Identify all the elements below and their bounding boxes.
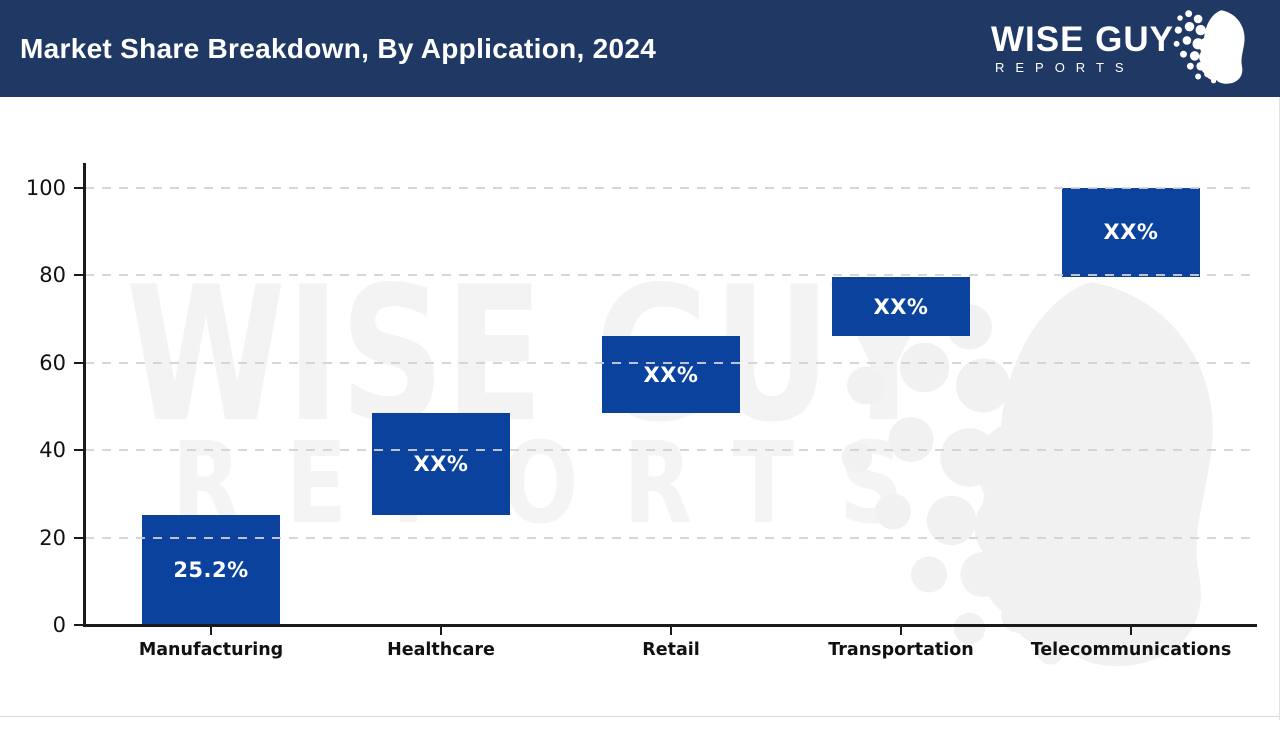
bar-value-label-transportation: XX% (873, 294, 929, 319)
category-label-telecommunications: Telecommunications (1030, 640, 1232, 660)
watermark-subtext: REPORTS (172, 419, 949, 549)
bar-retail: XX% (602, 335, 740, 414)
y-tick-label-20: 20 (39, 525, 66, 550)
gridline-20 (85, 536, 1257, 539)
category-label-manufacturing: Manufacturing (138, 640, 284, 660)
y-tick-label-0: 0 (52, 613, 66, 637)
y-tick-0 (74, 624, 83, 626)
bar-manufacturing: 25.2% (142, 514, 280, 625)
bar-value-label-telecommunications: XX% (1103, 220, 1159, 245)
y-axis-line (83, 163, 86, 626)
gridline-40 (85, 449, 1257, 451)
x-axis-line (83, 624, 1257, 627)
gridline-100 (85, 186, 1257, 189)
y-tick-label-100: 100 (25, 175, 66, 200)
logo-face-icon (1168, 6, 1254, 92)
y-tick-100 (74, 186, 83, 189)
y-tick-label-60: 60 (39, 350, 66, 375)
category-label-healthcare: Healthcare (387, 640, 495, 660)
x-tick-transportation (900, 627, 902, 635)
y-tick-40 (74, 449, 83, 451)
chart-title: Market Share Breakdown, By Application, … (20, 32, 657, 64)
y-tick-label-40: 40 (39, 438, 66, 462)
bar-transportation: XX% (832, 277, 970, 336)
y-tick-20 (74, 536, 83, 539)
gridline-80 (85, 274, 1257, 276)
gridline-60 (85, 361, 1257, 364)
x-tick-telecommunications (1130, 627, 1132, 635)
x-tick-retail (670, 627, 672, 635)
x-tick-manufacturing (210, 627, 212, 635)
logo-text: WISE GUY REPORTS (991, 22, 1174, 75)
header-bar: Market Share Breakdown, By Application, … (0, 0, 1280, 97)
logo-subtext: REPORTS (994, 60, 1135, 75)
brand-logo: WISE GUY REPORTS (991, 6, 1254, 92)
report-page: Market Share Breakdown, By Application, … (0, 0, 1280, 720)
bar-value-label-retail: XX% (643, 362, 699, 387)
bar-value-label-manufacturing: 25.2% (173, 557, 249, 582)
bar-value-label-healthcare: XX% (413, 452, 469, 476)
y-tick-label-80: 80 (39, 263, 66, 287)
category-label-transportation: Transportation (828, 640, 974, 660)
y-tick-60 (74, 361, 83, 364)
logo-wordmark: WISE GUY (990, 20, 1174, 59)
page-bottom-border (0, 716, 1280, 717)
bar-healthcare: XX% (372, 413, 510, 515)
watermark-wordmark: WISE GUY (126, 246, 937, 463)
y-tick-80 (74, 274, 83, 276)
category-label-retail: Retail (642, 640, 700, 660)
bar-telecommunications: XX% (1062, 187, 1200, 278)
x-tick-healthcare (440, 627, 442, 635)
